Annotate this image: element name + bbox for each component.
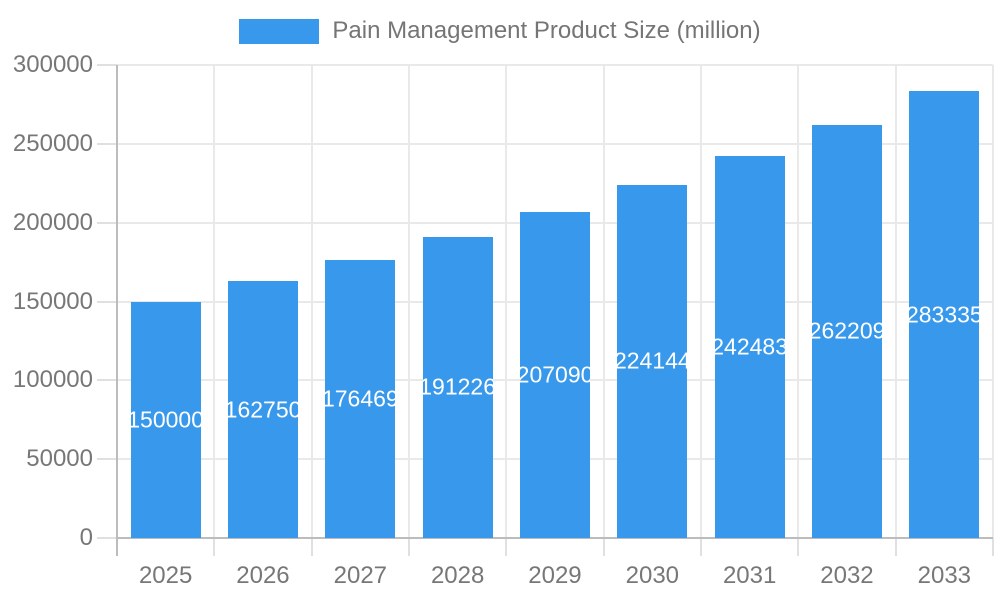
y-axis-tick-label: 200000 <box>12 208 93 236</box>
bar-2026[interactable]: 162750 <box>228 281 299 538</box>
x-axis-tick-label: 2033 <box>917 562 972 589</box>
y-axis-tick <box>97 537 117 539</box>
x-axis-tick-label: 2032 <box>820 562 874 589</box>
x-axis-tick-label: 2031 <box>722 562 777 589</box>
bar-2028[interactable]: 191226 <box>422 236 493 538</box>
bar-2031[interactable]: 242483 <box>714 155 785 538</box>
bar-2029[interactable]: 207090 <box>520 211 591 538</box>
legend-item[interactable]: Pain Management Product Size (million) <box>0 17 1000 45</box>
y-axis-tick-label: 100000 <box>12 366 93 394</box>
x-axis-tick <box>310 538 313 556</box>
bar-2030[interactable]: 224144 <box>617 184 688 538</box>
x-axis-tick-label: 2029 <box>528 562 582 589</box>
x-axis-tick-label: 2026 <box>236 562 290 589</box>
bar-value-label: 176469 <box>325 385 396 412</box>
v-gridline <box>797 65 800 538</box>
v-gridline <box>992 65 994 538</box>
bar-value-label: 207090 <box>520 361 591 388</box>
bar-2025[interactable]: 150000 <box>130 301 201 538</box>
x-axis-tick <box>602 538 605 556</box>
v-gridline <box>894 65 897 538</box>
bar-value-label: 262209 <box>812 317 883 344</box>
x-axis-tick <box>700 538 702 556</box>
y-axis-tick <box>97 458 117 461</box>
x-axis-tick-label: 2028 <box>430 562 485 589</box>
bar-value-label: 150000 <box>130 406 201 433</box>
bar-2027[interactable]: 176469 <box>325 259 396 538</box>
bar-value-label: 224144 <box>617 347 688 374</box>
v-gridline <box>310 65 313 538</box>
x-axis-tick-label: 2027 <box>333 562 388 589</box>
bar-value-label: 162750 <box>228 396 299 423</box>
y-axis-tick <box>97 300 117 303</box>
y-axis-tick-label: 0 <box>79 524 93 551</box>
y-axis-tick <box>97 379 117 382</box>
y-axis-tick <box>97 64 117 66</box>
x-axis-line <box>117 537 993 539</box>
y-axis-tick-label: 300000 <box>12 51 93 78</box>
h-gridline <box>117 64 993 66</box>
x-axis-tick-label: 2025 <box>138 562 193 589</box>
y-axis-tick-label: 150000 <box>12 287 93 315</box>
v-gridline <box>213 65 216 538</box>
v-gridline <box>505 65 508 538</box>
v-gridline <box>602 65 605 538</box>
v-gridline <box>700 65 702 538</box>
bar-2033[interactable]: 283335 <box>909 91 980 538</box>
y-axis-tick-label: 250000 <box>12 129 93 157</box>
bar-value-label: 191226 <box>422 373 493 400</box>
y-axis-tick <box>97 221 117 224</box>
x-axis-tick <box>408 538 410 556</box>
h-gridline <box>117 142 993 145</box>
x-axis-tick <box>505 538 508 556</box>
x-axis-tick <box>797 538 800 556</box>
y-axis-tick-label: 50000 <box>26 445 93 473</box>
y-axis-tick <box>97 142 117 145</box>
bar-value-label: 242483 <box>714 333 785 360</box>
x-axis-tick <box>213 538 216 556</box>
bar-value-label: 283335 <box>909 301 980 328</box>
x-axis-tick <box>992 538 994 556</box>
legend-label: Pain Management Product Size (million) <box>332 17 761 44</box>
v-gridline <box>408 65 410 538</box>
y-axis-line <box>116 65 118 556</box>
legend-swatch <box>239 18 320 44</box>
x-axis-tick <box>894 538 897 556</box>
bar-2032[interactable]: 262209 <box>812 124 883 538</box>
x-axis-tick-label: 2030 <box>625 562 680 589</box>
